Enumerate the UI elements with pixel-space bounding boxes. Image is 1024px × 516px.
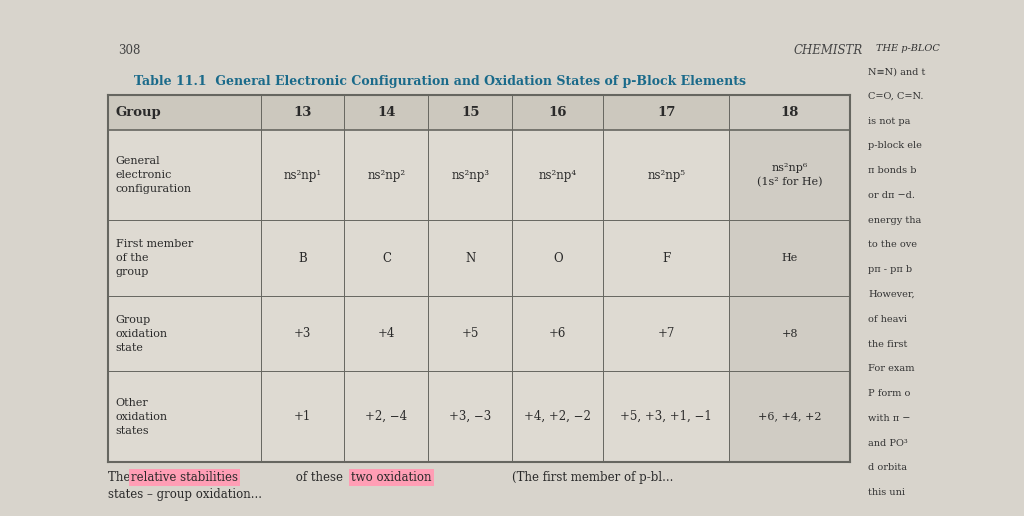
Text: the first: the first [868,340,907,348]
Text: of these: of these [292,471,346,484]
Text: or dπ −d.: or dπ −d. [868,191,915,200]
Text: +6, +4, +2: +6, +4, +2 [758,412,821,422]
Text: +4: +4 [378,327,395,340]
Text: π bonds b: π bonds b [868,166,916,175]
Text: For exam: For exam [868,364,914,373]
Text: energy tha: energy tha [868,216,922,224]
Text: of heavi: of heavi [868,315,907,324]
Text: pπ - pπ b: pπ - pπ b [868,265,912,274]
Text: 18: 18 [780,106,799,119]
Text: N: N [465,252,475,265]
Text: C: C [382,252,391,265]
Text: 13: 13 [293,106,311,119]
Text: +4, +2, −2: +4, +2, −2 [524,410,591,423]
Text: He: He [781,253,798,263]
Text: Other
oxidation
states: Other oxidation states [116,397,168,436]
Text: +6: +6 [549,327,566,340]
Text: ns²np⁵: ns²np⁵ [647,169,685,182]
Text: 16: 16 [549,106,567,119]
Text: Table 11.1  General Electronic Configuration and Oxidation States of p-Block Ele: Table 11.1 General Electronic Configurat… [134,75,746,88]
Text: +5, +3, +1, −1: +5, +3, +1, −1 [621,410,712,423]
Text: The: The [108,471,134,484]
Text: is not pa: is not pa [868,117,910,125]
Text: 15: 15 [461,106,479,119]
Text: O: O [553,252,562,265]
Text: with π −: with π − [868,414,910,423]
Text: First member
of the
group: First member of the group [116,239,193,277]
Text: Group
oxidation
state: Group oxidation state [116,315,168,352]
Text: two oxidation: two oxidation [351,471,432,484]
Text: B: B [298,252,307,265]
Text: ns²np¹: ns²np¹ [284,169,322,182]
Text: ns²np³: ns²np³ [452,169,489,182]
Text: F: F [663,252,671,265]
Text: relative stabilities: relative stabilities [131,471,238,484]
Text: ns²np⁶
(1s² for He): ns²np⁶ (1s² for He) [757,164,822,187]
Text: 14: 14 [377,106,395,119]
Text: and PO³: and PO³ [868,439,908,447]
Text: +5: +5 [462,327,479,340]
Text: C=O, C=N.: C=O, C=N. [868,92,924,101]
Text: +2, −4: +2, −4 [366,410,408,423]
Text: states – group oxidation...: states – group oxidation... [108,488,261,501]
Text: THE p-BLOC: THE p-BLOC [876,44,939,53]
Text: General
electronic
configuration: General electronic configuration [116,156,191,194]
Text: +1: +1 [294,410,311,423]
Text: p-block ele: p-block ele [868,141,923,150]
Text: However,: However, [868,290,915,299]
Text: N≡N) and t: N≡N) and t [868,67,926,76]
Text: 17: 17 [657,106,676,119]
Text: ns²np⁴: ns²np⁴ [539,169,577,182]
Text: +3: +3 [294,327,311,340]
Text: CHEMISTR: CHEMISTR [794,44,863,57]
Text: (The first member of p-bl...: (The first member of p-bl... [512,471,674,484]
Text: 308: 308 [118,44,140,57]
Text: Group: Group [116,106,162,119]
Text: +8: +8 [781,329,798,338]
Text: to the ove: to the ove [868,240,918,249]
Text: +7: +7 [657,327,675,340]
Text: P form o: P form o [868,389,910,398]
Text: +3, −3: +3, −3 [450,410,492,423]
Text: ns²np²: ns²np² [368,169,406,182]
Text: this uni: this uni [868,488,905,497]
Text: d orbita: d orbita [868,463,907,472]
